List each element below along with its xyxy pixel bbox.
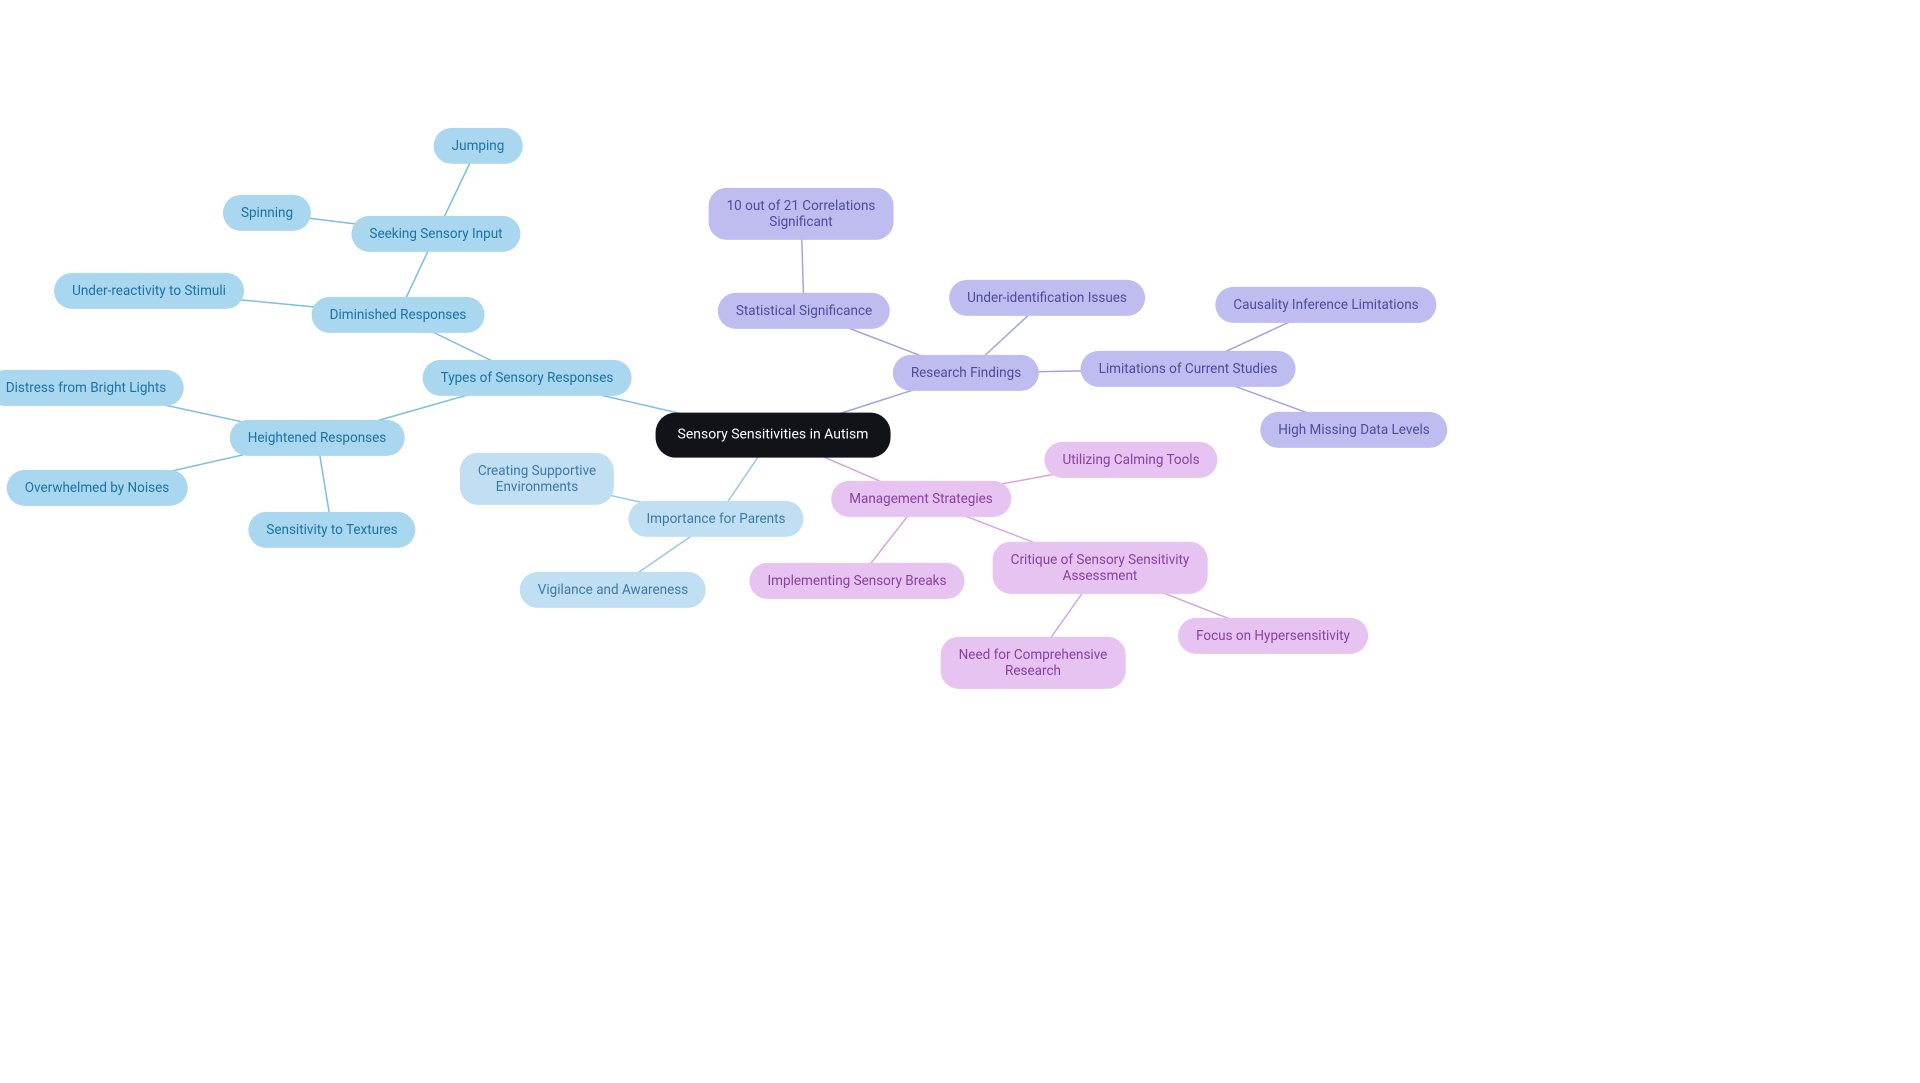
mindmap-node: Importance for Parents [628,501,803,537]
mindmap-node: Under-reactivity to Stimuli [54,273,244,309]
mindmap-node: Limitations of Current Studies [1081,351,1296,387]
mindmap-node: 10 out of 21 Correlations Significant [709,188,894,240]
mindmap-node: Diminished Responses [312,297,485,333]
mindmap-node: Research Findings [893,355,1039,391]
mindmap-node: Overwhelmed by Noises [7,470,188,506]
mindmap-node: Management Strategies [831,481,1011,517]
mindmap-node: Sensory Sensitivities in Autism [656,413,891,458]
mindmap-node: Vigilance and Awareness [520,572,706,608]
mindmap-node: Jumping [434,128,523,164]
mindmap-node: Sensitivity to Textures [248,512,415,548]
mindmap-node: Focus on Hypersensitivity [1178,618,1368,654]
mindmap-node: Implementing Sensory Breaks [750,563,965,599]
mindmap-node: Seeking Sensory Input [351,216,520,252]
mindmap-node: Need for Comprehensive Research [941,637,1126,689]
mindmap-node: Heightened Responses [230,420,405,456]
mindmap-node: Creating Supportive Environments [460,453,614,505]
mindmap-node: Under-identification Issues [949,280,1145,316]
mindmap-node: Critique of Sensory Sensitivity Assessme… [993,542,1208,594]
mindmap-node: Causality Inference Limitations [1215,287,1436,323]
mindmap-node: Spinning [223,195,311,231]
mindmap-node: Statistical Significance [718,293,890,329]
mindmap-canvas: Sensory Sensitivities in Autism Types of … [0,0,1920,1083]
mindmap-node: Types of Sensory Responses [423,360,632,396]
mindmap-node: High Missing Data Levels [1260,412,1447,448]
mindmap-node: Utilizing Calming Tools [1044,442,1217,478]
mindmap-node: Distress from Bright Lights [0,370,184,406]
